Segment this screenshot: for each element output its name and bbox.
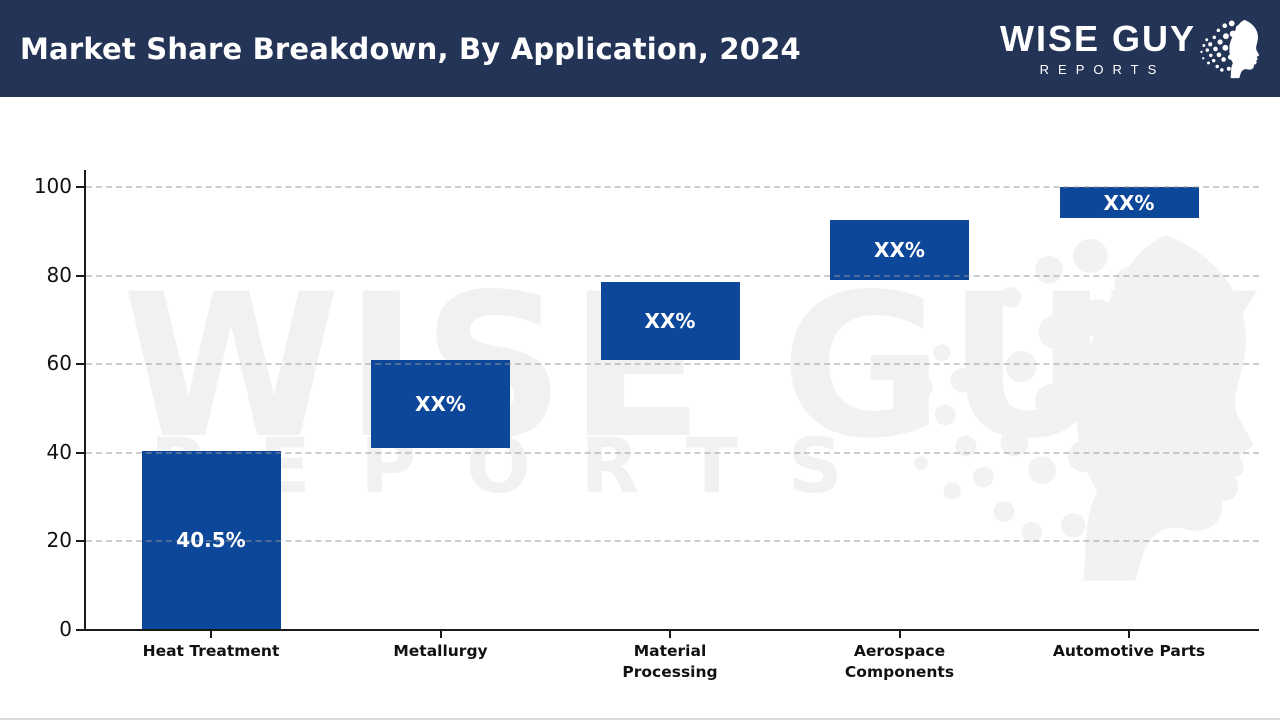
logo-reports-label: REPORTS [1039,62,1166,77]
y-axis-tick-label-100: 100 [33,174,72,198]
x-category-label-heat-treatment: Heat Treatment [142,642,280,660]
y-axis-tick-80 [76,274,84,277]
x-category-label-automotive-parts: Automotive Parts [1052,642,1206,660]
x-axis-tick-3 [898,631,901,638]
bar-value-label-aerospace-components: XX% [874,238,925,263]
gridline-y-40 [86,451,1259,454]
x-axis-line [84,629,1259,631]
x-axis-tick-0 [210,631,212,638]
page-title: Market Share Breakdown, By Application, … [20,31,801,66]
bar-aerospace-components [830,220,969,281]
header-bar: Market Share Breakdown, By Application, … [0,0,1280,97]
wiseguy-logo: WISE GUY REPORTS [1000,6,1262,92]
x-axis-tick-2 [669,631,671,638]
y-axis-tick-0 [76,629,84,631]
bar-material-processing [600,282,740,360]
y-axis-tick-100 [76,186,84,188]
bar-automotive-parts [1059,187,1199,218]
y-axis-line [84,170,86,631]
gridline-y-100 [86,186,1259,188]
bar-value-label-automotive-parts: XX% [1103,190,1155,215]
bar-value-label-metallurgy: XX% [415,392,466,417]
gridline-y-60 [86,363,1259,366]
logo-wiseguy-label: WISE GUY [999,18,1196,59]
bar-value-label-heat-treatment: 40.5% [176,528,246,553]
y-axis-tick-label-80: 80 [46,262,72,287]
bar-metallurgy [371,359,510,449]
y-axis-tick-40 [76,451,84,454]
gridline-y-80 [86,274,1259,277]
gridline-y-20 [86,540,1259,543]
x-axis-tick-1 [439,631,442,638]
y-axis-tick-60 [76,363,84,366]
y-axis-tick-label-60: 60 [46,351,72,376]
y-axis-tick-label-20: 20 [46,528,72,553]
logo-text: WISE GUY REPORTS [999,18,1196,77]
bar-value-label-material-processing: XX% [644,309,696,333]
x-axis-tick-4 [1128,631,1130,638]
x-category-label-aerospace-components: Aerospace Components [844,642,955,681]
y-axis-tick-label-40: 40 [46,439,72,464]
y-axis-tick-20 [76,540,84,543]
bar-heat-treatment [141,450,281,630]
x-category-label-metallurgy: Metallurgy [393,642,488,660]
y-axis-tick-label-0: 0 [59,617,72,641]
x-category-label-material-processing: Material Processing [622,642,718,681]
